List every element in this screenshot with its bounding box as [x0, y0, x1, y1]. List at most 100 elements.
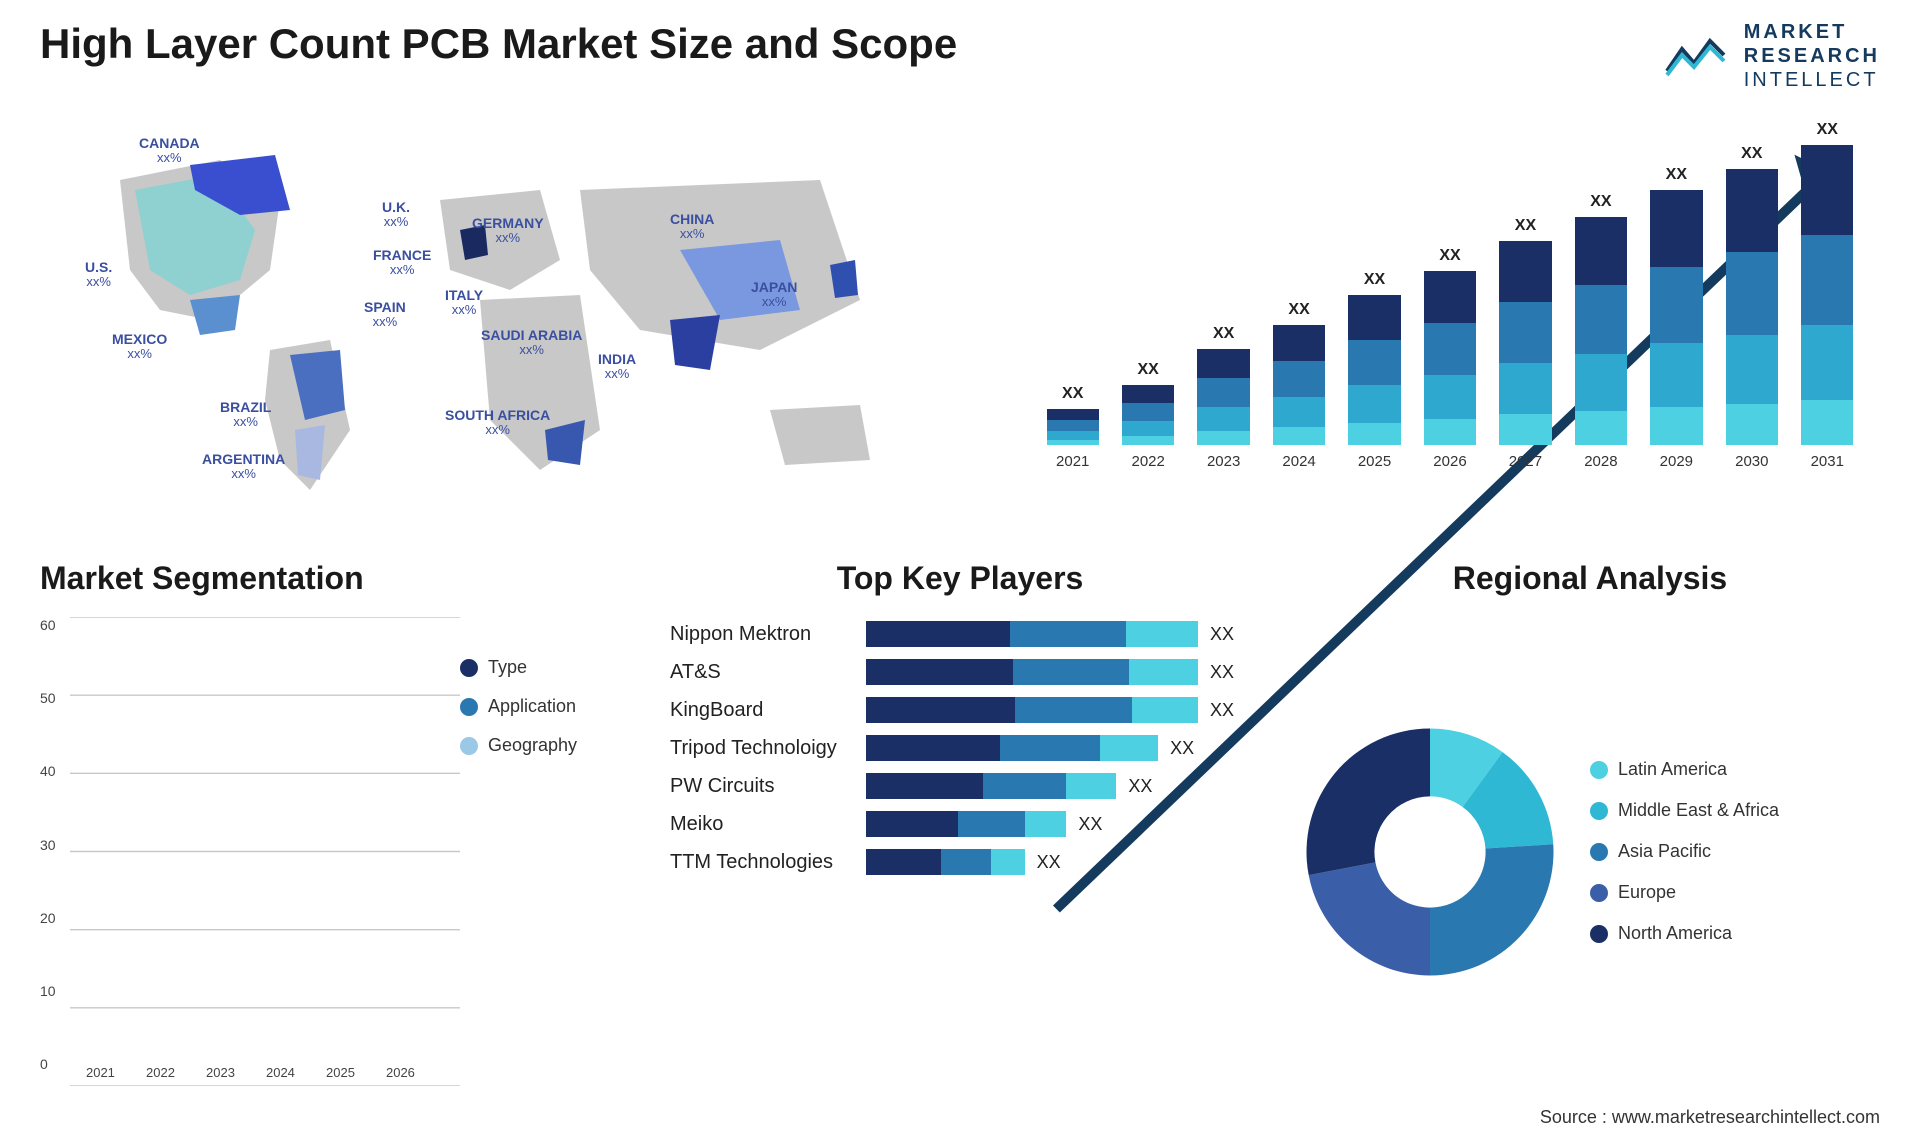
logo-icon: [1662, 31, 1732, 81]
player-value: XX: [1078, 814, 1118, 835]
forecast-year-label: 2021: [1056, 453, 1089, 470]
regional-legend-north-america: North America: [1590, 923, 1880, 944]
map-label-canada: CANADAxx%: [139, 136, 200, 166]
player-row-nippon-mektron: Nippon Mektron XX: [670, 621, 1250, 647]
map-label-japan: JAPANxx%: [751, 280, 797, 310]
seg-year-label: 2026: [386, 1065, 415, 1080]
player-value: XX: [1037, 852, 1077, 873]
segmentation-legend: Type Application Geography: [460, 617, 620, 1086]
player-name: PW Circuits: [670, 775, 850, 798]
forecast-value-label: XX: [1666, 166, 1687, 184]
forecast-bar-2024: XX 2024: [1266, 301, 1331, 470]
seg-year-label: 2022: [146, 1065, 175, 1080]
regional-legend-middle-east-africa: Middle East & Africa: [1590, 800, 1880, 821]
player-row-at-s: AT&S XX: [670, 659, 1250, 685]
players-panel: Top Key Players Nippon Mektron XXAT&S XX…: [670, 560, 1250, 1086]
players-title: Top Key Players: [670, 560, 1250, 597]
map-label-south-africa: SOUTH AFRICAxx%: [445, 408, 550, 438]
forecast-value-label: XX: [1741, 145, 1762, 163]
map-label-saudi-arabia: SAUDI ARABIAxx%: [481, 328, 582, 358]
forecast-value-label: XX: [1138, 361, 1159, 379]
forecast-bar-2025: XX 2025: [1342, 271, 1407, 470]
player-row-pw-circuits: PW Circuits XX: [670, 773, 1250, 799]
forecast-year-label: 2025: [1358, 453, 1391, 470]
forecast-bar-2028: XX 2028: [1568, 193, 1633, 470]
world-map-panel: CANADAxx% U.S.xx% MEXICOxx% BRAZILxx% ARGENT…: [40, 120, 940, 520]
forecast-value-label: XX: [1062, 385, 1083, 403]
map-label-china: CHINAxx%: [670, 212, 714, 242]
player-value: XX: [1210, 662, 1250, 683]
player-name: AT&S: [670, 661, 850, 684]
page-title: High Layer Count PCB Market Size and Sco…: [40, 20, 957, 68]
player-name: Tripod Technoloigy: [670, 737, 850, 760]
map-label-brazil: BRAZILxx%: [220, 400, 271, 430]
forecast-year-label: 2023: [1207, 453, 1240, 470]
seg-year-label: 2023: [206, 1065, 235, 1080]
forecast-year-label: 2028: [1584, 453, 1617, 470]
segmentation-title: Market Segmentation: [40, 560, 620, 597]
player-value: XX: [1210, 624, 1250, 645]
regional-legend-europe: Europe: [1590, 882, 1880, 903]
forecast-year-label: 2029: [1660, 453, 1693, 470]
map-label-u-k-: U.K.xx%: [382, 200, 410, 230]
player-value: XX: [1128, 776, 1168, 797]
player-name: Nippon Mektron: [670, 623, 850, 646]
forecast-bar-2023: XX 2023: [1191, 325, 1256, 470]
seg-year-label: 2024: [266, 1065, 295, 1080]
forecast-bar-2026: XX 2026: [1417, 247, 1482, 470]
forecast-bar-2030: XX 2030: [1719, 145, 1784, 470]
map-label-mexico: MEXICOxx%: [112, 332, 167, 362]
brand-logo: MARKET RESEARCH INTELLECT: [1662, 20, 1880, 92]
map-label-india: INDIAxx%: [598, 352, 636, 382]
seg-legend-type: Type: [460, 657, 620, 678]
forecast-year-label: 2031: [1811, 453, 1844, 470]
player-name: Meiko: [670, 813, 850, 836]
map-label-france: FRANCExx%: [373, 248, 431, 278]
map-label-u-s-: U.S.xx%: [85, 260, 112, 290]
player-value: XX: [1170, 738, 1210, 759]
forecast-year-label: 2022: [1131, 453, 1164, 470]
forecast-value-label: XX: [1364, 271, 1385, 289]
forecast-value-label: XX: [1213, 325, 1234, 343]
donut-slice-asia-pacific: [1430, 844, 1554, 975]
forecast-bar-2029: XX 2029: [1644, 166, 1709, 470]
forecast-value-label: XX: [1817, 121, 1838, 139]
map-label-germany: GERMANYxx%: [472, 216, 544, 246]
donut-slice-europe: [1309, 862, 1430, 975]
regional-panel: Regional Analysis Latin America Middle Ea…: [1300, 560, 1880, 1086]
player-value: XX: [1210, 700, 1250, 721]
forecast-year-label: 2026: [1433, 453, 1466, 470]
player-row-tripod-technoloigy: Tripod Technoloigy XX: [670, 735, 1250, 761]
player-name: KingBoard: [670, 699, 850, 722]
regional-legend-latin-america: Latin America: [1590, 759, 1880, 780]
map-label-spain: SPAINxx%: [364, 300, 406, 330]
forecast-chart: XX 2021 XX 2022 XX 2023 XX 2024 XX 2025 XX 2026 XX 20…: [980, 120, 1880, 520]
seg-legend-application: Application: [460, 696, 620, 717]
forecast-year-label: 2024: [1282, 453, 1315, 470]
forecast-value-label: XX: [1288, 301, 1309, 319]
player-row-ttm-technologies: TTM Technologies XX: [670, 849, 1250, 875]
player-row-kingboard: KingBoard XX: [670, 697, 1250, 723]
forecast-bar-2031: XX 2031: [1795, 121, 1860, 470]
forecast-year-label: 2027: [1509, 453, 1542, 470]
forecast-bar-2022: XX 2022: [1115, 361, 1180, 470]
segmentation-panel: Market Segmentation 01020304050602021202…: [40, 560, 620, 1086]
seg-legend-geography: Geography: [460, 735, 620, 756]
regional-title: Regional Analysis: [1300, 560, 1880, 597]
source-attribution: Source : www.marketresearchintellect.com: [1540, 1107, 1880, 1128]
forecast-value-label: XX: [1590, 193, 1611, 211]
regional-legend: Latin AmericaMiddle East & AfricaAsia Pa…: [1590, 759, 1880, 944]
donut-slice-north-america: [1307, 728, 1431, 875]
player-name: TTM Technologies: [670, 851, 850, 874]
forecast-value-label: XX: [1439, 247, 1460, 265]
segmentation-chart: 0102030405060202120222023202420252026: [40, 617, 430, 1086]
forecast-bar-2021: XX 2021: [1040, 385, 1105, 470]
seg-year-label: 2021: [86, 1065, 115, 1080]
map-label-italy: ITALYxx%: [445, 288, 483, 318]
forecast-year-label: 2030: [1735, 453, 1768, 470]
map-label-argentina: ARGENTINAxx%: [202, 452, 285, 482]
world-map: [40, 120, 940, 520]
forecast-value-label: XX: [1515, 217, 1536, 235]
logo-line2: RESEARCH: [1744, 44, 1880, 68]
players-chart: Nippon Mektron XXAT&S XXKingBoard XXTrip…: [670, 617, 1250, 1086]
